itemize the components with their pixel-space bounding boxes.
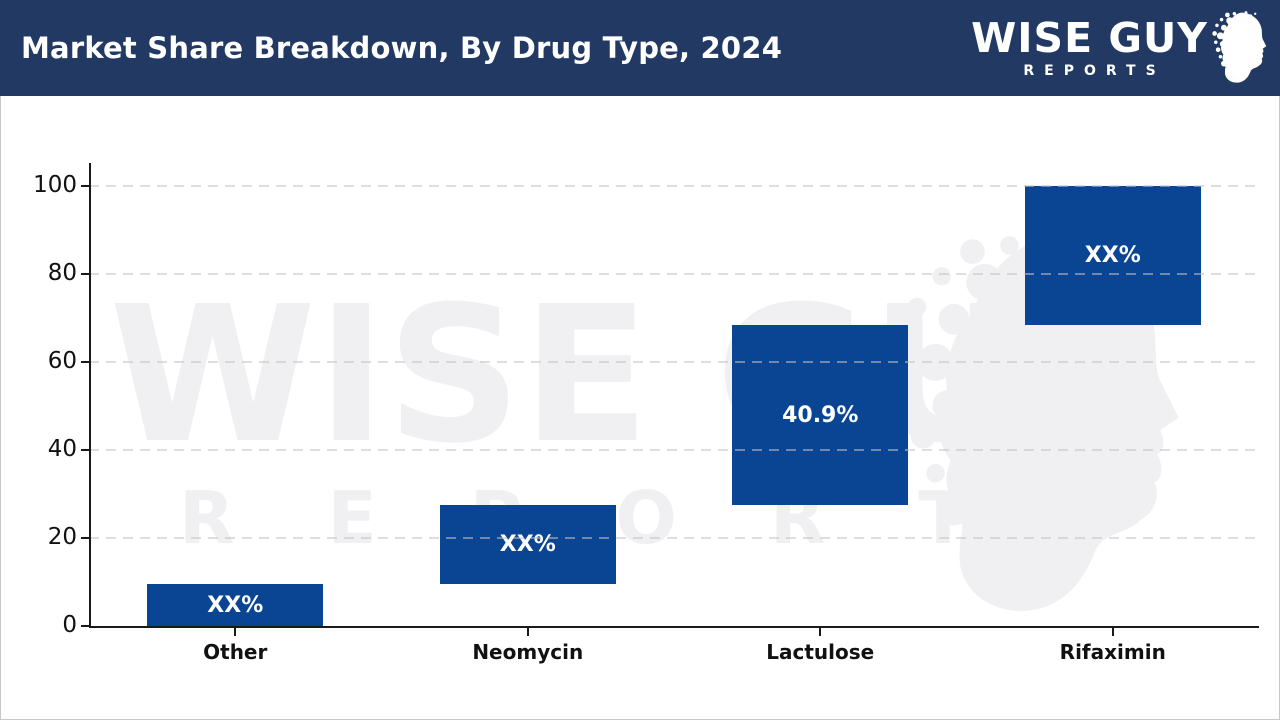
bar-value-label: XX%: [499, 532, 556, 558]
bar-value-label: XX%: [207, 592, 264, 618]
gridline-40: [89, 449, 1259, 451]
y-tick-40: [81, 449, 89, 451]
y-axis-line: [89, 163, 91, 628]
bar-value-label: 40.9%: [782, 402, 859, 428]
brand-logo: WISE GUY REPORTS: [971, 7, 1268, 89]
brand-name: WISE GUY: [971, 13, 1208, 62]
bar-rifaximin: XX%: [1024, 186, 1201, 326]
brand-logo-text: WISE GUY REPORTS: [971, 13, 1208, 79]
gridline-20: [89, 537, 1259, 539]
bar-value-label: XX%: [1084, 243, 1141, 269]
header-bar: Market Share Breakdown, By Drug Type, 20…: [0, 0, 1280, 96]
chart-title: Market Share Breakdown, By Drug Type, 20…: [21, 31, 783, 65]
y-tick-60: [81, 361, 89, 363]
x-tick-label-other: Other: [203, 640, 268, 664]
y-tick-label-40: 40: [47, 436, 77, 462]
dotted-head-icon: [1212, 11, 1267, 83]
y-tick-20: [81, 537, 89, 539]
y-tick-label-100: 100: [33, 172, 77, 198]
gridline-100: [89, 185, 1259, 187]
x-axis-line: [89, 626, 1259, 628]
y-tick-0: [81, 625, 89, 627]
y-tick-100: [81, 185, 89, 187]
y-tick-label-20: 20: [47, 524, 77, 550]
y-tick-label-60: 60: [47, 348, 77, 374]
x-tick-label-neomycin: Neomycin: [472, 640, 584, 664]
x-tick-neomycin: [526, 628, 529, 636]
x-tick-lactulose: [819, 628, 822, 636]
bar-other: XX%: [147, 584, 324, 626]
x-tick-label-lactulose: Lactulose: [766, 640, 875, 664]
plot-area: XX% XX% 40.9% XX% 0 20 40 60 80 100 Other Neomycin L…: [1, 96, 1280, 720]
x-tick-rifaximin: [1111, 628, 1114, 636]
gridline-80: [89, 273, 1259, 275]
y-tick-label-0: 0: [62, 612, 77, 638]
y-tick-label-80: 80: [47, 260, 77, 286]
x-tick-other: [234, 628, 237, 636]
brand-subname: REPORTS: [1023, 62, 1166, 79]
x-tick-label-rifaximin: Rifaximin: [1059, 640, 1166, 664]
gridline-60: [89, 361, 1259, 363]
bar-lactulose: 40.9%: [732, 325, 909, 505]
bar-neomycin: XX%: [439, 505, 616, 585]
y-tick-80: [81, 273, 89, 275]
